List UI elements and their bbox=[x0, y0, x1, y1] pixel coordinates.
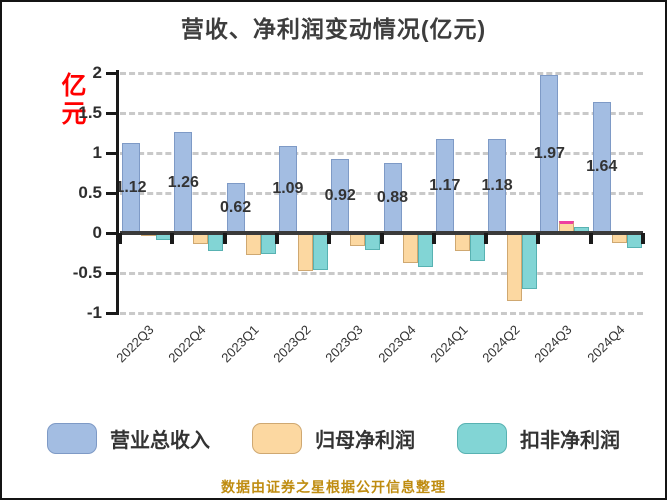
bar-扣非净利润-2024Q2 bbox=[522, 233, 538, 290]
gridline bbox=[120, 312, 643, 315]
x-axis-tick bbox=[588, 233, 593, 244]
legend-item-归母净利润: 归母净利润 bbox=[252, 423, 415, 454]
data-source-note: 数据由证券之星根据公开信息整理 bbox=[221, 479, 446, 495]
bar-data-label: 1.09 bbox=[272, 180, 304, 198]
bar-data-label: 0.88 bbox=[376, 188, 409, 206]
bar-data-label: 1.97 bbox=[533, 145, 565, 163]
bar-扣非净利润-2023Q2 bbox=[312, 233, 328, 270]
legend-item-营业总收入: 营业总收入 bbox=[47, 423, 210, 454]
legend-label: 扣非净利润 bbox=[520, 430, 620, 452]
bar-data-label: 1.18 bbox=[481, 176, 513, 194]
x-axis-tick bbox=[379, 233, 384, 244]
bar-扣非净利润-2023Q1 bbox=[260, 233, 276, 254]
x-axis-tick bbox=[274, 233, 279, 244]
bar-归母净利润-2023Q2 bbox=[297, 233, 313, 271]
bar-扣非净利润-2024Q4 bbox=[626, 233, 642, 249]
legend-swatch bbox=[457, 423, 507, 454]
y-axis-line bbox=[116, 70, 119, 315]
y-axis-tick bbox=[106, 72, 116, 75]
y-axis-tick bbox=[106, 272, 116, 275]
bar-data-label: 1.17 bbox=[429, 177, 461, 195]
y-axis-unit-label: 亿元 bbox=[58, 72, 86, 128]
y-axis-tick bbox=[106, 152, 116, 155]
x-axis-tick bbox=[431, 233, 436, 244]
y-axis-tick-label: 1.5 bbox=[78, 103, 102, 122]
legend-label: 营业总收入 bbox=[110, 430, 210, 452]
x-axis-tick bbox=[170, 233, 175, 244]
bar-data-label: 0.62 bbox=[220, 199, 252, 217]
y-axis-tick-label: 2 bbox=[92, 63, 102, 82]
y-axis-tick bbox=[106, 232, 116, 235]
bar-归母净利润-2024Q1 bbox=[454, 233, 470, 251]
y-axis-tick bbox=[106, 312, 116, 315]
bar-归母净利润-2023Q1 bbox=[245, 233, 261, 255]
bar-data-label: 0.92 bbox=[324, 187, 356, 205]
x-axis-tick bbox=[327, 233, 332, 244]
y-axis-tick-label: 1 bbox=[92, 143, 102, 162]
legend-item-扣非净利润: 扣非净利润 bbox=[457, 423, 620, 454]
x-axis-tick bbox=[222, 233, 227, 244]
gridline bbox=[120, 112, 643, 115]
bar-归母净利润-2024Q2 bbox=[507, 233, 523, 302]
legend-label: 归母净利润 bbox=[315, 430, 415, 452]
legend: 营业总收入 归母净利润 扣非净利润 bbox=[2, 423, 665, 454]
bar-归母净利润-2023Q4 bbox=[402, 233, 418, 263]
x-axis-tick bbox=[118, 233, 122, 244]
bar-data-label: 1.12 bbox=[115, 179, 147, 197]
legend-swatch bbox=[252, 423, 302, 454]
gridline bbox=[120, 152, 643, 155]
bar-扣非净利润-2024Q1 bbox=[469, 233, 485, 262]
y-axis-tick-label: -0.5 bbox=[72, 263, 102, 282]
x-axis-tick bbox=[536, 233, 541, 244]
gridline bbox=[120, 72, 643, 75]
legend-swatch bbox=[47, 423, 97, 454]
bar-data-label: 1.64 bbox=[586, 158, 618, 176]
bar-data-label: 1.26 bbox=[167, 173, 199, 191]
chart-title: 营收、净利润变动情况(亿元) bbox=[180, 16, 487, 42]
y-axis-tick bbox=[106, 192, 116, 195]
bar-扣非净利润-2023Q4 bbox=[417, 233, 433, 267]
y-axis-tick-label: 0.5 bbox=[78, 183, 102, 202]
x-axis-tick bbox=[641, 233, 645, 244]
gridline bbox=[120, 272, 643, 275]
gridline bbox=[120, 192, 643, 195]
bar-扣非净利润-2023Q3 bbox=[365, 233, 381, 250]
bar-扣非净利润-2022Q4 bbox=[208, 233, 224, 251]
x-axis-tick bbox=[484, 233, 489, 244]
y-axis-tick-label: -1 bbox=[86, 303, 102, 322]
y-axis-tick bbox=[106, 112, 116, 115]
y-axis-tick-label: 0 bbox=[92, 223, 102, 242]
